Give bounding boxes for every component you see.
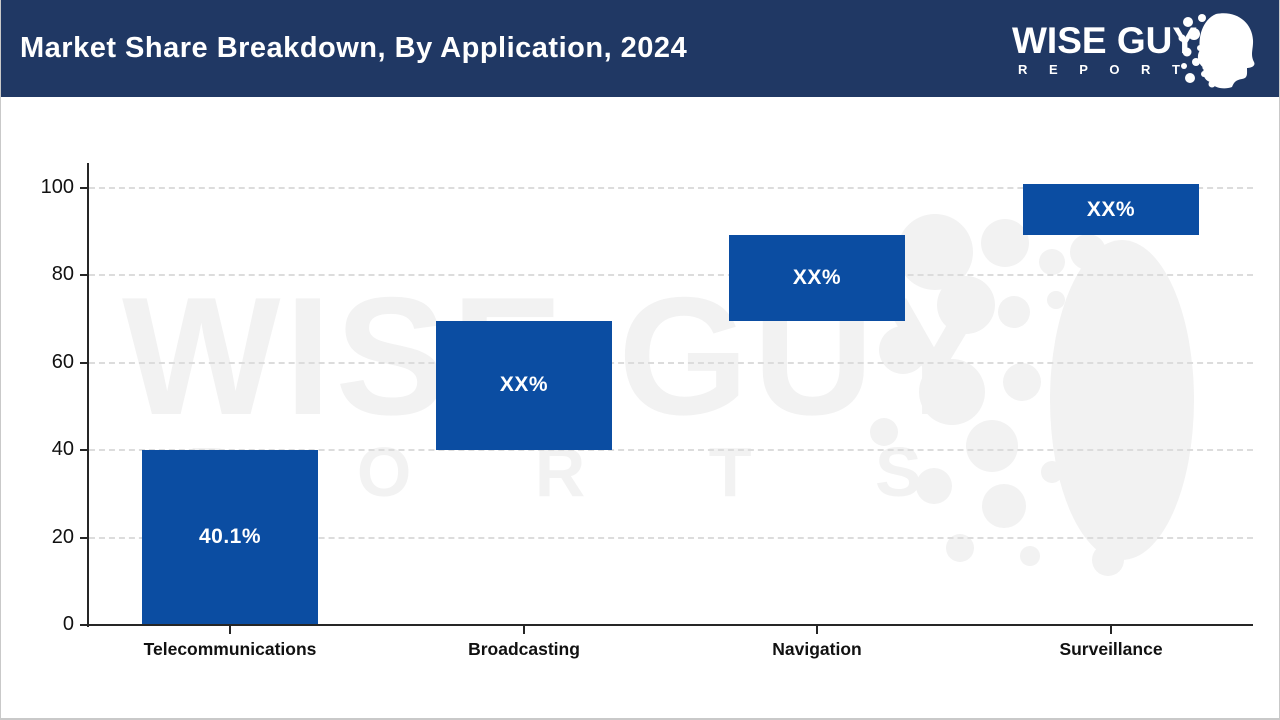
x-tick-1 [523, 625, 525, 634]
category-label-surveillance: Surveillance [1059, 639, 1163, 659]
y-tick-40 [80, 449, 89, 451]
bar-value-label: 40.1% [198, 525, 262, 549]
x-tick-0 [229, 625, 231, 634]
header-bar: Market Share Breakdown, By Application, … [0, 0, 1280, 97]
category-label-navigation: Navigation [772, 639, 862, 659]
wiseguy-head-icon [1178, 13, 1255, 89]
wiseguy-logo: WISE GUY R E P O R T S [1012, 8, 1262, 92]
bar-value-label: XX% [499, 373, 549, 397]
gridline-y100 [89, 186, 1253, 189]
x-tick-3 [1110, 625, 1112, 634]
y-tick-label-0: 0 [62, 613, 74, 635]
gridline-y80 [89, 274, 1253, 276]
y-tick-60 [80, 361, 89, 364]
y-tick-80 [80, 274, 89, 276]
bar-navigation: XX% [729, 235, 905, 321]
gridline-y60 [89, 361, 1253, 364]
y-tick-0 [80, 624, 89, 626]
bar-telecommunications: 40.1% [142, 449, 318, 625]
gridline-y40 [89, 449, 1253, 451]
gridline-y20 [89, 536, 1253, 539]
y-axis [87, 163, 89, 627]
y-tick-label-80: 80 [51, 263, 74, 285]
y-tick-label-100: 100 [40, 175, 74, 198]
bar-broadcasting: XX% [436, 320, 612, 450]
bar-value-label: XX% [792, 266, 842, 290]
bar-surveillance: XX% [1023, 184, 1199, 236]
x-tick-2 [816, 625, 818, 634]
y-tick-label-60: 60 [51, 350, 74, 373]
category-label-broadcasting: Broadcasting [468, 639, 580, 659]
category-label-telecommunications: Telecommunications [143, 639, 317, 659]
y-tick-20 [80, 536, 89, 539]
bar-value-label: XX% [1086, 197, 1136, 221]
logo-wiseguy-label: WISE GUY [1012, 20, 1198, 61]
x-axis [87, 624, 1253, 626]
y-tick-label-40: 40 [51, 438, 74, 460]
chart-title: Market Share Breakdown, By Application, … [20, 32, 688, 64]
y-tick-label-20: 20 [51, 525, 74, 548]
logo-text: WISE GUY R E P O R T S [1012, 20, 1220, 78]
y-tick-100 [80, 186, 89, 189]
logo-reports-label: R E P O R T S [1018, 62, 1220, 77]
